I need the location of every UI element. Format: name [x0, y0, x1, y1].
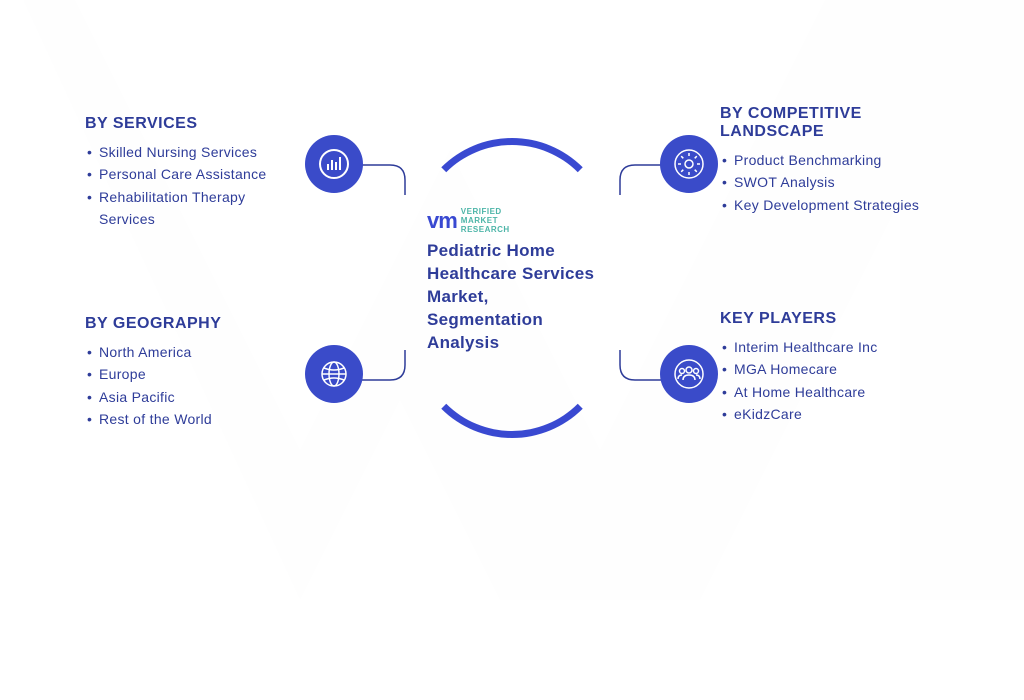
gear-icon	[660, 135, 718, 193]
connector-tl	[360, 155, 420, 195]
segment-geography: BY GEOGRAPHY North America Europe Asia P…	[85, 315, 295, 431]
list-item: Personal Care Assistance	[85, 163, 295, 185]
list-item: Asia Pacific	[85, 386, 295, 408]
segment-title: KEY PLAYERS	[720, 310, 960, 328]
logo-line3: RESEARCH	[461, 226, 510, 235]
segment-title: BY SERVICES	[85, 115, 295, 133]
list-item: Skilled Nursing Services	[85, 141, 295, 163]
segment-title: BY GEOGRAPHY	[85, 315, 295, 333]
globe-icon	[305, 345, 363, 403]
segment-players: KEY PLAYERS Interim Healthcare Inc MGA H…	[720, 310, 960, 426]
segment-competitive: BY COMPETITIVE LANDSCAPE Product Benchma…	[720, 105, 960, 216]
list-item: Key Development Strategies	[720, 194, 960, 216]
list-item: Rest of the World	[85, 408, 295, 430]
segment-services: BY SERVICES Skilled Nursing Services Per…	[85, 115, 295, 231]
segment-title: BY COMPETITIVE LANDSCAPE	[720, 105, 960, 141]
list-item: Europe	[85, 363, 295, 385]
connector-bl	[360, 350, 420, 390]
connector-tr	[605, 155, 665, 195]
list-item: North America	[85, 341, 295, 363]
logo-initials: vm	[427, 208, 457, 234]
list-item: Interim Healthcare Inc	[720, 336, 960, 358]
segment-list: Interim Healthcare Inc MGA Homecare At H…	[720, 336, 960, 426]
segment-list: Product Benchmarking SWOT Analysis Key D…	[720, 149, 960, 216]
bar-chart-icon	[305, 135, 363, 193]
connector-br	[605, 350, 665, 390]
list-item: SWOT Analysis	[720, 171, 960, 193]
center-title: Pediatric Home Healthcare Services Marke…	[427, 240, 607, 355]
segment-list: North America Europe Asia Pacific Rest o…	[85, 341, 295, 431]
center-hub: vm VERIFIED MARKET RESEARCH Pediatric Ho…	[392, 148, 632, 428]
people-icon	[660, 345, 718, 403]
logo: vm VERIFIED MARKET RESEARCH	[427, 208, 607, 234]
diagram-container: vm VERIFIED MARKET RESEARCH Pediatric Ho…	[0, 0, 1024, 576]
list-item: Rehabilitation Therapy Services	[85, 186, 295, 231]
list-item: Product Benchmarking	[720, 149, 960, 171]
list-item: eKidzCare	[720, 403, 960, 425]
list-item: At Home Healthcare	[720, 381, 960, 403]
list-item: MGA Homecare	[720, 358, 960, 380]
center-content: vm VERIFIED MARKET RESEARCH Pediatric Ho…	[427, 208, 607, 355]
segment-list: Skilled Nursing Services Personal Care A…	[85, 141, 295, 231]
logo-text: VERIFIED MARKET RESEARCH	[461, 208, 510, 234]
